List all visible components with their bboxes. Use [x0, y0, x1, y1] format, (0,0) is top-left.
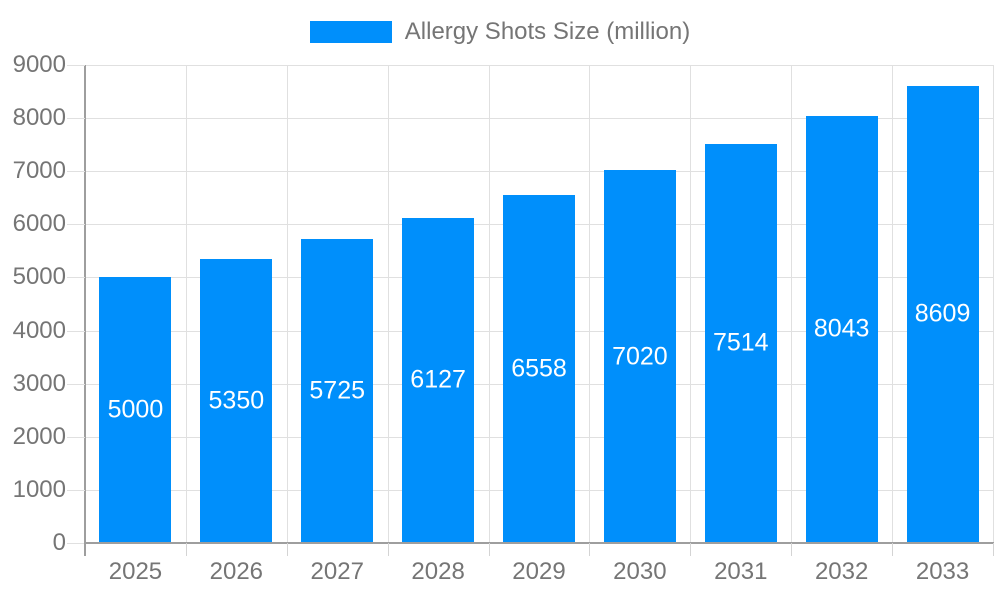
x-axis-tick [387, 543, 389, 556]
bar: 6127 [402, 217, 475, 543]
v-gridline [589, 65, 591, 543]
bar: 5725 [301, 238, 374, 543]
legend-swatch [309, 21, 392, 43]
bar: 5350 [200, 258, 273, 543]
y-axis-label: 4000 [12, 316, 66, 344]
plot-area: 5000 5350 5725 6127 6558 7020 7514 8043 8609 [85, 65, 994, 543]
x-axis-tick [185, 543, 187, 556]
x-axis-label: 2026 [209, 558, 264, 585]
x-axis-tick [892, 543, 894, 556]
y-axis-tick [67, 489, 85, 491]
y-axis-line [84, 65, 86, 543]
y-axis-label: 7000 [12, 157, 66, 185]
bar-value-label: 8609 [914, 299, 971, 328]
v-gridline [892, 65, 894, 543]
x-axis-tick [286, 543, 288, 556]
y-axis-tick [67, 118, 85, 120]
bar: 7020 [603, 170, 676, 543]
v-gridline [791, 65, 793, 543]
x-axis-line [84, 542, 994, 544]
bar: 5000 [99, 277, 172, 543]
x-axis-label: 2025 [108, 558, 163, 585]
bar: 7514 [704, 143, 777, 543]
y-axis-tick [67, 383, 85, 385]
y-axis-label: 9000 [12, 51, 66, 78]
y-axis-label: 2000 [12, 422, 66, 450]
y-axis-label: 1000 [12, 475, 66, 503]
x-axis-tick [791, 543, 793, 556]
x-axis-label: 2033 [915, 558, 970, 585]
bar-value-label: 5350 [208, 386, 265, 415]
h-gridline [85, 171, 993, 173]
bar: 8043 [805, 115, 878, 543]
y-axis-tick [67, 65, 85, 66]
bar-value-label: 8043 [813, 314, 870, 343]
v-gridline [993, 65, 994, 543]
bar-value-label: 5000 [107, 395, 164, 424]
x-axis-label: 2027 [310, 558, 364, 585]
x-axis-label: 2028 [411, 558, 465, 585]
y-axis-label: 5000 [12, 263, 66, 291]
x-axis-label: 2029 [512, 558, 566, 585]
x-axis-tick [993, 543, 994, 556]
v-gridline [286, 65, 288, 543]
v-gridline [488, 65, 490, 543]
y-axis-tick [67, 224, 85, 226]
x-axis-label: 2031 [714, 558, 768, 585]
h-gridline [85, 65, 993, 66]
bar-value-label: 7020 [612, 342, 668, 371]
bar: 6558 [503, 194, 575, 543]
v-gridline [185, 65, 187, 543]
v-gridline [387, 65, 389, 543]
legend-label: Allergy Shots Size (million) [404, 18, 691, 45]
bar: 8609 [906, 85, 979, 543]
y-axis-label: 6000 [12, 210, 66, 238]
legend: Allergy Shots Size (million) [0, 18, 1000, 46]
y-axis-tick [67, 277, 85, 279]
y-axis-label: 3000 [12, 369, 66, 397]
bar-value-label: 6127 [410, 365, 466, 394]
bar-value-label: 7514 [712, 328, 769, 357]
h-gridline [85, 118, 993, 120]
y-axis-tick [67, 436, 85, 438]
x-axis-tick [488, 543, 490, 556]
bar-value-label: 6558 [511, 354, 567, 383]
x-axis-label: 2032 [814, 558, 869, 585]
bar-value-label: 5725 [309, 376, 366, 405]
y-axis-tick [67, 171, 85, 173]
y-axis-label: 0 [52, 529, 66, 556]
x-axis-tick [589, 543, 591, 556]
x-axis-label: 2030 [613, 558, 667, 585]
y-axis-tick [67, 330, 85, 332]
x-axis-tick [84, 543, 86, 556]
y-axis-label: 8000 [12, 104, 66, 132]
v-gridline [690, 65, 692, 543]
y-axis-tick [67, 543, 85, 544]
x-axis-tick [690, 543, 692, 556]
